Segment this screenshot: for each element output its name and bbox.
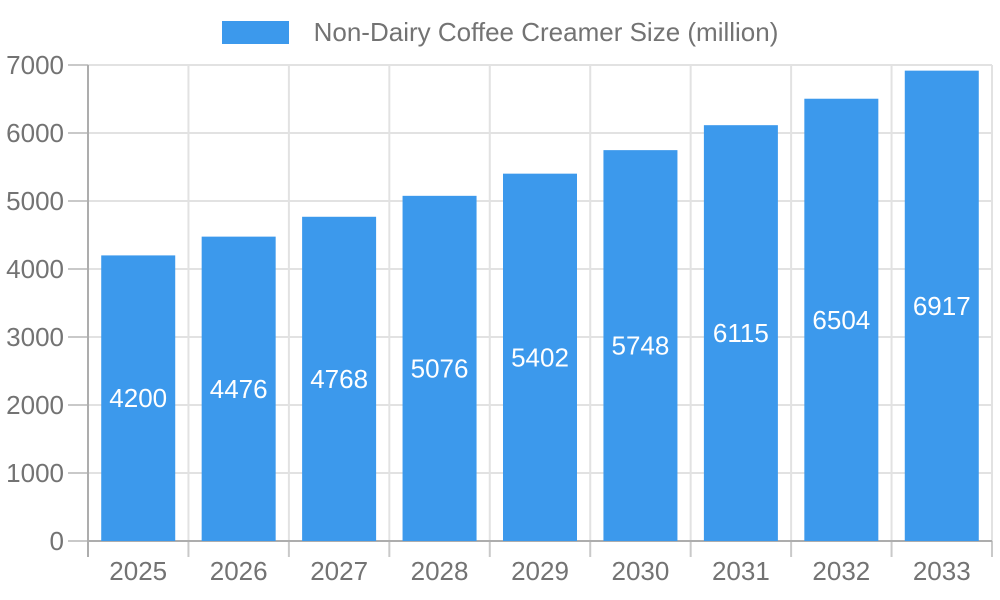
- x-axis-tick-label: 2027: [310, 556, 368, 586]
- legend-label: Non-Dairy Coffee Creamer Size (million): [313, 16, 779, 47]
- bar-value-label: 5748: [612, 331, 670, 361]
- x-axis-tick-label: 2032: [812, 556, 870, 586]
- y-axis-tick-label: 5000: [6, 186, 64, 216]
- x-axis-tick-label: 2025: [109, 556, 167, 586]
- bar[interactable]: [703, 125, 778, 542]
- bar[interactable]: [804, 98, 879, 541]
- bar-value-label: 4200: [109, 383, 167, 413]
- x-axis-tick-label: 2028: [411, 556, 469, 586]
- bar-value-label: 6504: [812, 305, 870, 335]
- legend[interactable]: Non-Dairy Coffee Creamer Size (million): [0, 17, 1000, 47]
- bar-value-label: 4768: [310, 364, 368, 394]
- bar-value-label: 6917: [913, 291, 971, 321]
- bar-value-label: 5076: [411, 353, 469, 383]
- x-axis-tick-label: 2029: [511, 556, 569, 586]
- y-axis-tick-label: 4000: [6, 254, 64, 284]
- x-axis-tick-label: 2026: [210, 556, 268, 586]
- bar[interactable]: [101, 255, 176, 541]
- y-axis-tick-label: 1000: [6, 458, 64, 488]
- bar[interactable]: [201, 236, 276, 541]
- x-axis-tick-label: 2033: [913, 556, 971, 586]
- bar-value-label: 6115: [713, 318, 769, 348]
- y-axis-tick-label: 6000: [6, 118, 64, 148]
- x-axis-tick-label: 2030: [612, 556, 670, 586]
- y-axis-tick-label: 3000: [6, 322, 64, 352]
- bar-value-label: 4476: [210, 374, 268, 404]
- bar[interactable]: [302, 216, 377, 541]
- legend-swatch[interactable]: [221, 20, 289, 44]
- y-axis-tick-label: 7000: [6, 50, 64, 80]
- bar[interactable]: [402, 195, 477, 541]
- bar[interactable]: [503, 173, 577, 541]
- bar[interactable]: [603, 150, 678, 542]
- y-axis-tick-label: 0: [50, 526, 64, 556]
- bar-value-label: 5402: [511, 342, 569, 372]
- y-axis-tick-label: 2000: [6, 390, 64, 420]
- bar[interactable]: [904, 70, 979, 542]
- x-axis-tick-label: 2031: [712, 556, 770, 586]
